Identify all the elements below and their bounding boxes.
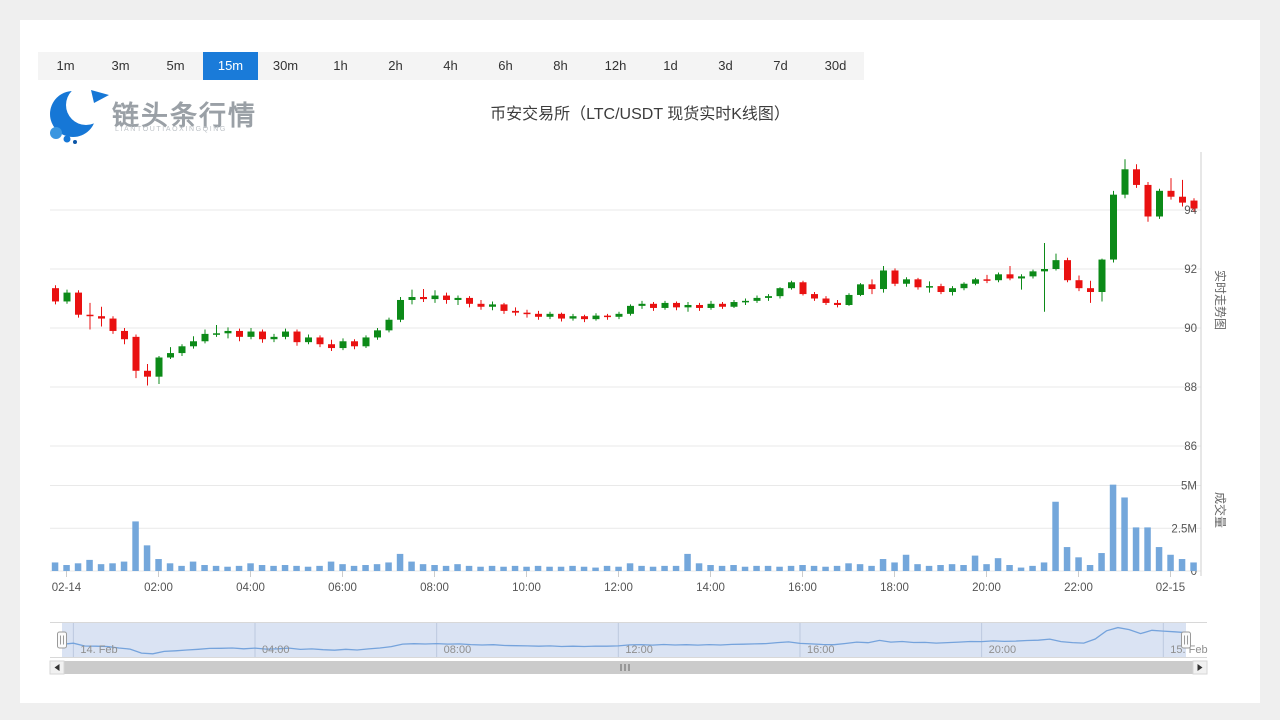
timeframe-button-3d[interactable]: 3d	[718, 58, 733, 73]
svg-text:22:00: 22:00	[1064, 582, 1093, 594]
scrollbar-right-button[interactable]	[1192, 660, 1208, 675]
svg-text:12:00: 12:00	[604, 582, 633, 594]
brand-name: 链头条行情	[112, 101, 257, 131]
navigator-label: 08:00	[444, 644, 472, 656]
timeframe-button-2h[interactable]: 2h	[388, 58, 403, 73]
svg-text:04:00: 04:00	[236, 582, 265, 594]
brand-logo: 链头条行情 LIANTOUTIAOXINGQING	[45, 85, 255, 146]
navigator-sparkline	[61, 626, 1187, 655]
brand-whale-icon	[50, 85, 109, 144]
main-card: 1m 3m 5m 15m 30m 1h 2h 4h 6h 8h 12h 1d 3…	[20, 20, 1260, 703]
navigator-handle-left[interactable]	[57, 631, 67, 649]
navigator-label: 15. Feb	[1170, 644, 1207, 656]
timeframe-button-8h[interactable]: 8h	[553, 58, 568, 73]
timeframe-bar: 1m 3m 5m 15m 30m 1h 2h 4h 6h 8h 12h 1d 3…	[38, 52, 864, 80]
timeframe-button-6h[interactable]: 6h	[498, 58, 513, 73]
timeframe-button-1h[interactable]: 1h	[333, 58, 348, 73]
timeframe-button-1m[interactable]: 1m	[56, 58, 75, 73]
timeframe-button-4h[interactable]: 4h	[443, 58, 458, 73]
navigator-label: 16:00	[807, 644, 835, 656]
svg-text:06:00: 06:00	[328, 582, 357, 594]
svg-text:90: 90	[1184, 323, 1197, 335]
navigator-selected-range[interactable]	[62, 622, 1186, 658]
timeframe-button-30m[interactable]: 30m	[272, 58, 299, 73]
svg-text:0: 0	[1191, 566, 1197, 578]
x-axis: 02-14 02:00 04:00 06:00 08:00 10:00 12:00 14:00…	[52, 571, 1185, 594]
svg-text:20:00: 20:00	[972, 582, 1001, 594]
svg-text:02-15: 02-15	[1156, 582, 1185, 594]
scrollbar-grip-icon	[620, 664, 630, 671]
navigator-label: 12:00	[625, 644, 653, 656]
timeframe-button-12h[interactable]: 12h	[604, 58, 627, 73]
svg-text:08:00: 08:00	[420, 582, 449, 594]
svg-text:2.5M: 2.5M	[1171, 523, 1197, 535]
svg-text:16:00: 16:00	[788, 582, 817, 594]
svg-text:86: 86	[1184, 441, 1197, 453]
svg-text:10:00: 10:00	[512, 582, 541, 594]
navigator-label: 04:00	[262, 644, 290, 656]
brand-subtitle: LIANTOUTIAOXINGQING	[115, 126, 227, 133]
svg-text:5M: 5M	[1181, 481, 1197, 493]
scroll-right-arrow-icon	[1197, 664, 1203, 671]
timeframe-button-1d[interactable]: 1d	[663, 58, 678, 73]
chart-plot-area[interactable]	[50, 152, 1201, 571]
svg-text:02:00: 02:00	[144, 582, 173, 594]
svg-text:14:00: 14:00	[696, 582, 725, 594]
horizontal-scrollbar	[49, 660, 1208, 675]
price-pane-title: 实时走势图	[1213, 270, 1228, 330]
navigator-label: 20:00	[989, 644, 1017, 656]
timeframe-button-30d[interactable]: 30d	[824, 58, 847, 73]
candlestick-series	[52, 159, 1198, 386]
navigator-label: 14. Feb	[80, 644, 117, 656]
svg-text:88: 88	[1184, 382, 1197, 394]
scrollbar-left-button[interactable]	[49, 660, 65, 675]
volume-pane-title: 成交量	[1213, 492, 1228, 528]
volume-series	[51, 484, 1197, 571]
navigator: 14. Feb 04:00 08:00 12:00 16:00 20:00 15. Feb	[50, 622, 1208, 658]
timeframe-button-5m[interactable]: 5m	[166, 58, 185, 73]
timeframe-button-7d[interactable]: 7d	[773, 58, 788, 73]
timeframe-button-3m[interactable]: 3m	[111, 58, 130, 73]
navigator-handle-right[interactable]	[1181, 631, 1191, 649]
svg-text:02-14: 02-14	[52, 582, 82, 594]
kline-chart: 868890929402.5M5M02-1402:0004:0006:0008:…	[49, 152, 1228, 675]
svg-text:92: 92	[1184, 264, 1197, 276]
timeframe-button-15m[interactable]: 15m	[203, 52, 258, 80]
svg-text:18:00: 18:00	[880, 582, 909, 594]
scroll-left-arrow-icon	[54, 664, 60, 671]
